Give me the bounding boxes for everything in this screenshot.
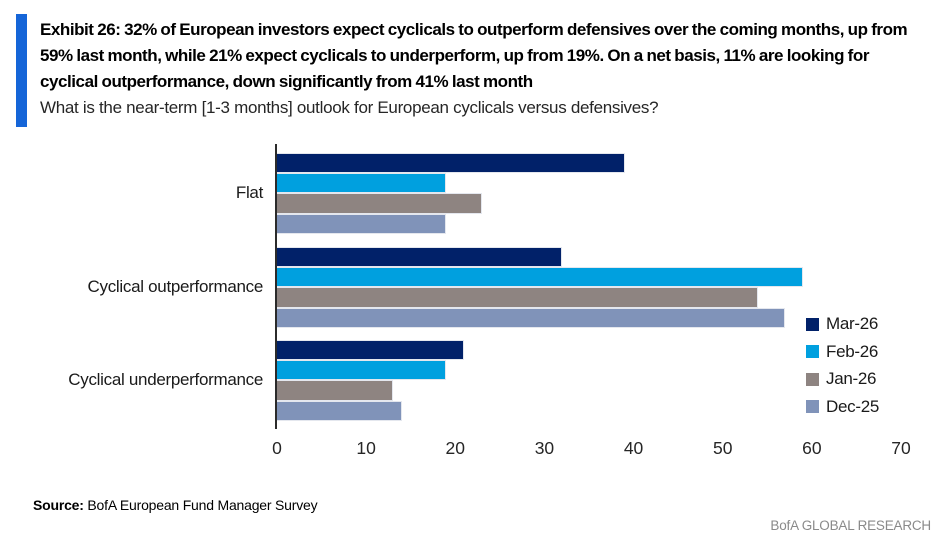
- x-tick-label: 0: [272, 438, 282, 458]
- bar-dec-25-cyclical-underperformance: [277, 400, 402, 421]
- x-tick-label: 30: [534, 438, 555, 458]
- legend-label: Mar-26: [826, 314, 879, 333]
- x-tick-label: 20: [445, 438, 466, 458]
- title-accent-bar: [16, 14, 27, 127]
- bar-feb-26-flat: [277, 173, 447, 194]
- bar-dec-25-flat: [277, 213, 447, 234]
- source-line: Source: BofA European Fund Manager Surve…: [33, 497, 318, 513]
- legend-item-jan-26: Jan-26: [806, 369, 879, 389]
- legend-swatch-icon: [806, 400, 819, 414]
- x-tick-label: 70: [891, 438, 911, 458]
- x-tick-label: 50: [712, 438, 733, 458]
- bar-feb-26-cyclical-underperformance: [277, 360, 447, 381]
- legend-label: Feb-26: [826, 341, 879, 361]
- y-axis-line: [275, 144, 277, 429]
- bar-jan-26-cyclical-outperformance: [277, 287, 759, 308]
- category-label: Flat: [235, 183, 263, 203]
- x-tick-label: 10: [356, 438, 376, 458]
- bar-mar-26-cyclical-outperformance: [277, 247, 563, 268]
- exhibit-title: Exhibit 26: 32% of European investors ex…: [40, 20, 908, 91]
- bar-feb-26-cyclical-outperformance: [277, 267, 803, 288]
- legend-item-mar-26: Mar-26: [806, 314, 879, 334]
- x-tick-label: 40: [623, 438, 644, 458]
- legend-swatch-icon: [806, 345, 819, 359]
- legend-label: Dec-25: [826, 396, 880, 416]
- source-label: Source:: [33, 497, 84, 513]
- header: Exhibit 26: 32% of European investors ex…: [40, 17, 914, 120]
- category-label: Cyclical outperformance: [87, 277, 264, 297]
- legend-swatch-icon: [806, 317, 819, 331]
- source-text: BofA European Fund Manager Survey: [83, 497, 318, 513]
- bar-jan-26-flat: [277, 193, 483, 214]
- legend-item-feb-26: Feb-26: [806, 342, 879, 362]
- bar-mar-26-flat: [277, 153, 625, 174]
- x-tick-label: 60: [802, 438, 822, 458]
- legend-swatch-icon: [806, 372, 819, 386]
- chart-legend: Mar-26 Feb-26 Jan-26 Dec-25: [806, 314, 879, 424]
- brand-line: BofA GLOBAL RESEARCH: [770, 518, 931, 533]
- bar-dec-25-cyclical-outperformance: [277, 307, 786, 328]
- bar-mar-26-cyclical-underperformance: [277, 340, 465, 361]
- legend-label: Jan-26: [826, 369, 877, 389]
- exhibit-subtitle: What is the near-term [1-3 months] outlo…: [40, 98, 659, 117]
- category-label: Cyclical underperformance: [68, 370, 263, 390]
- legend-item-dec-25: Dec-25: [806, 397, 879, 417]
- bar-jan-26-cyclical-underperformance: [277, 380, 393, 401]
